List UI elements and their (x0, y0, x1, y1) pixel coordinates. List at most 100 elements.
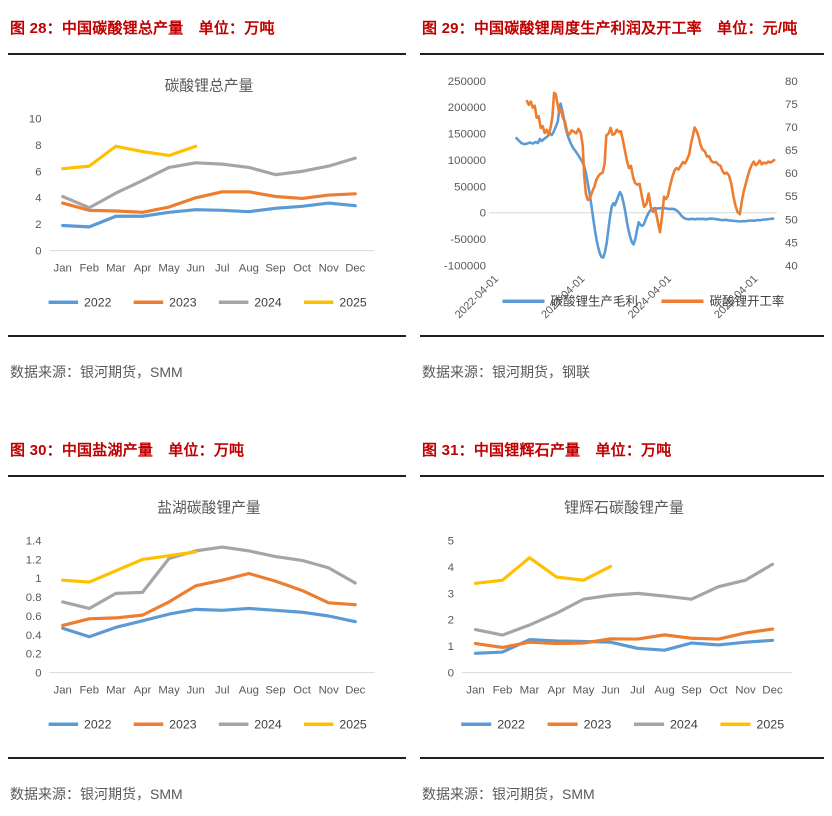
svg-text:Dec: Dec (762, 684, 783, 696)
title-divider (8, 475, 406, 477)
svg-text:2023: 2023 (584, 718, 612, 732)
svg-text:50: 50 (785, 214, 798, 226)
svg-text:8: 8 (35, 140, 41, 152)
svg-text:40: 40 (785, 261, 798, 273)
svg-text:Apr: Apr (134, 684, 152, 696)
svg-text:0.4: 0.4 (26, 630, 42, 642)
svg-text:4: 4 (35, 193, 41, 205)
svg-text:Nov: Nov (735, 684, 756, 696)
svg-text:Sep: Sep (265, 684, 285, 696)
svg-text:4: 4 (448, 562, 455, 574)
svg-text:Dec: Dec (345, 262, 365, 274)
svg-text:0: 0 (480, 208, 486, 220)
chart-fig29: 250000 200000 150000 100000 50000 0 -50000 -100… (420, 55, 824, 335)
svg-text:May: May (158, 262, 180, 274)
svg-text:5: 5 (448, 536, 454, 548)
chart-fig28: 碳酸锂总产量 0 2 4 6 8 10 Jan Feb Mar Apr May Jun Jul Aug Sep… (8, 55, 406, 335)
svg-text:Feb: Feb (80, 262, 100, 274)
svg-text:150000: 150000 (448, 129, 486, 141)
source-caption: 数据来源：银河期货，SMM (10, 786, 183, 802)
line-chart-weekly-margin-and-operating-rate: 250000 200000 150000 100000 50000 0 -50000 -100… (444, 76, 798, 321)
svg-text:60: 60 (785, 168, 798, 180)
svg-text:盐湖碳酸锂产量: 盐湖碳酸锂产量 (157, 500, 261, 517)
svg-text:Jun: Jun (601, 684, 620, 696)
panel-title-fig30: 图 30：中国盐湖产量 单位：万吨 (10, 442, 245, 459)
svg-text:70: 70 (785, 122, 798, 134)
svg-text:Oct: Oct (293, 684, 311, 696)
chart-bottom-divider (420, 335, 824, 337)
svg-text:Aug: Aug (239, 262, 259, 274)
svg-text:2022: 2022 (84, 296, 112, 310)
svg-text:Aug: Aug (239, 684, 259, 696)
svg-text:Oct: Oct (293, 262, 311, 274)
source-caption: 数据来源：银河期货，SMM (10, 364, 183, 380)
svg-text:May: May (158, 684, 180, 696)
svg-text:Jun: Jun (187, 684, 205, 696)
svg-text:Apr: Apr (548, 684, 566, 696)
svg-text:1.2: 1.2 (26, 554, 42, 566)
svg-text:6: 6 (35, 166, 41, 178)
svg-text:Nov: Nov (319, 262, 339, 274)
svg-text:碳酸锂生产毛利: 碳酸锂生产毛利 (551, 294, 638, 309)
title-divider (420, 53, 824, 55)
chart-bottom-divider (8, 757, 406, 759)
svg-text:Apr: Apr (134, 262, 152, 274)
svg-text:2022: 2022 (84, 718, 112, 732)
svg-text:50000: 50000 (454, 181, 486, 193)
svg-text:Aug: Aug (654, 684, 674, 696)
svg-text:Feb: Feb (80, 684, 100, 696)
panel-fig29: 图 29：中国碳酸锂周度生产利润及开工率 单位：元/吨 250000 200000… (420, 8, 824, 392)
line-chart-spodumene-output: 锂辉石碳酸锂产量 0 1 2 3 4 5 Jan Feb Mar Apr May Jun Jul Aug Se… (448, 500, 792, 732)
source-caption: 数据来源：银河期货，SMM (422, 786, 595, 802)
svg-text:100000: 100000 (448, 155, 486, 167)
svg-text:1: 1 (35, 573, 41, 585)
panel-title-fig31: 图 31：中国锂辉石产量 单位：万吨 (422, 442, 672, 459)
chart-bottom-divider (8, 335, 406, 337)
svg-text:-50000: -50000 (450, 234, 486, 246)
svg-text:2023: 2023 (169, 718, 197, 732)
svg-text:45: 45 (785, 237, 798, 249)
svg-text:0: 0 (35, 668, 41, 680)
chart-fig31: 锂辉石碳酸锂产量 0 1 2 3 4 5 Jan Feb Mar Apr May Jun Jul Aug Se… (420, 477, 824, 757)
panel-title-fig29: 图 29：中国碳酸锂周度生产利润及开工率 单位：元/吨 (422, 20, 798, 37)
svg-text:55: 55 (785, 191, 798, 203)
svg-text:2025: 2025 (756, 718, 784, 732)
svg-text:0.2: 0.2 (26, 649, 42, 661)
panel-fig28: 图 28：中国碳酸锂总产量 单位：万吨 碳酸锂总产量 0 2 4 6 8 10 Jan Feb M… (8, 8, 406, 392)
svg-text:2024: 2024 (254, 718, 282, 732)
svg-text:2022-04-01: 2022-04-01 (453, 273, 501, 321)
svg-text:0.6: 0.6 (26, 611, 42, 623)
svg-text:Nov: Nov (319, 684, 339, 696)
panel-fig30: 图 30：中国盐湖产量 单位：万吨 盐湖碳酸锂产量 0 0.2 0.4 0.6 0.8 1 1… (8, 430, 406, 814)
chart-fig30: 盐湖碳酸锂产量 0 0.2 0.4 0.6 0.8 1 1.2 1.4 Jan Feb Mar Apr M… (8, 477, 406, 757)
svg-text:0: 0 (448, 668, 454, 680)
svg-text:0: 0 (35, 246, 41, 258)
svg-text:75: 75 (785, 99, 798, 111)
svg-text:2022: 2022 (497, 718, 525, 732)
panel-title-fig28: 图 28：中国碳酸锂总产量 单位：万吨 (10, 20, 275, 37)
svg-text:Sep: Sep (265, 262, 285, 274)
chart-bottom-divider (420, 757, 824, 759)
svg-text:-100000: -100000 (444, 261, 486, 273)
svg-text:Oct: Oct (710, 684, 729, 696)
svg-text:Jul: Jul (215, 684, 229, 696)
svg-text:250000: 250000 (448, 76, 486, 88)
panel-fig31: 图 31：中国锂辉石产量 单位：万吨 锂辉石碳酸锂产量 0 1 2 3 4 5 Jan Feb M… (420, 430, 824, 814)
svg-text:10: 10 (29, 113, 42, 125)
svg-text:Dec: Dec (345, 684, 365, 696)
svg-text:Jan: Jan (54, 262, 72, 274)
title-divider (8, 53, 406, 55)
title-divider (420, 475, 824, 477)
svg-text:Jul: Jul (215, 262, 229, 274)
svg-text:碳酸锂开工率: 碳酸锂开工率 (710, 294, 785, 309)
svg-text:Jun: Jun (187, 262, 205, 274)
svg-text:Sep: Sep (681, 684, 701, 696)
svg-text:Mar: Mar (520, 684, 540, 696)
line-chart-total-lithium-carbonate-output: 碳酸锂总产量 0 2 4 6 8 10 Jan Feb Mar Apr May Jun Jul Aug Sep… (29, 78, 375, 310)
svg-text:Jul: Jul (630, 684, 645, 696)
svg-text:2024: 2024 (670, 718, 698, 732)
svg-text:200000: 200000 (448, 102, 486, 114)
svg-text:2024: 2024 (254, 296, 282, 310)
source-caption: 数据来源：银河期货，钢联 (422, 364, 590, 380)
